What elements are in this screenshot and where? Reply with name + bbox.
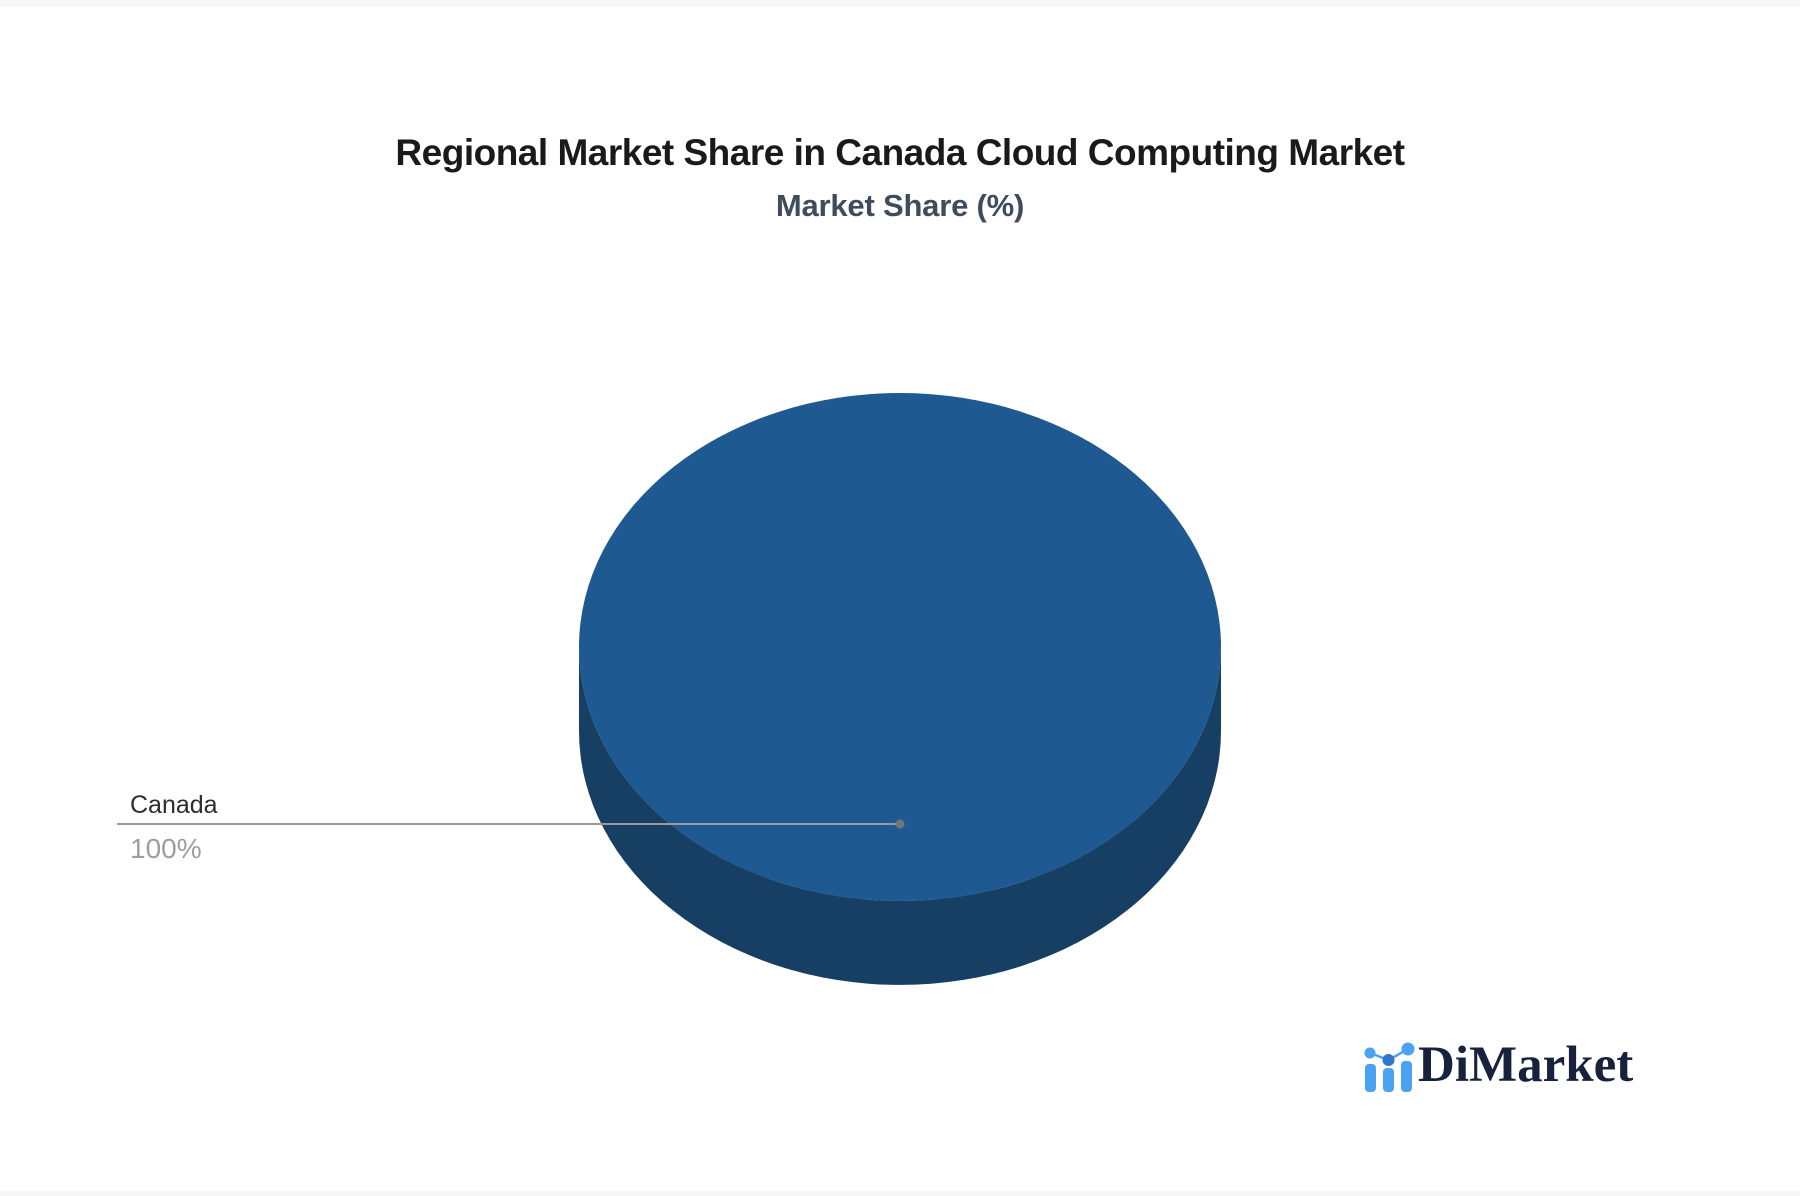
chart-title: Regional Market Share in Canada Cloud Co… [395, 132, 1405, 173]
logo-bars [1365, 1061, 1412, 1092]
logo-dot-right [1401, 1042, 1415, 1056]
label-connector-dot [895, 819, 905, 829]
pie-slice-side [579, 647, 1221, 985]
data-label-name: Canada [130, 791, 218, 819]
brand-logo: DiMarket [1362, 1038, 1682, 1108]
bar-chart-trend-icon [1364, 1042, 1415, 1092]
chart-subtitle: Market Share (%) [775, 188, 1025, 223]
logo-dot-left [1364, 1047, 1376, 1059]
page-edge-bottom [0, 1191, 1800, 1196]
data-label-value: 100% [130, 833, 202, 864]
page-edge-top [0, 0, 1800, 7]
logo-wordmark: DiMarket [1418, 1037, 1634, 1093]
pie-slice-canada[interactable] [579, 393, 1221, 901]
logo-dot-middle [1382, 1054, 1395, 1066]
